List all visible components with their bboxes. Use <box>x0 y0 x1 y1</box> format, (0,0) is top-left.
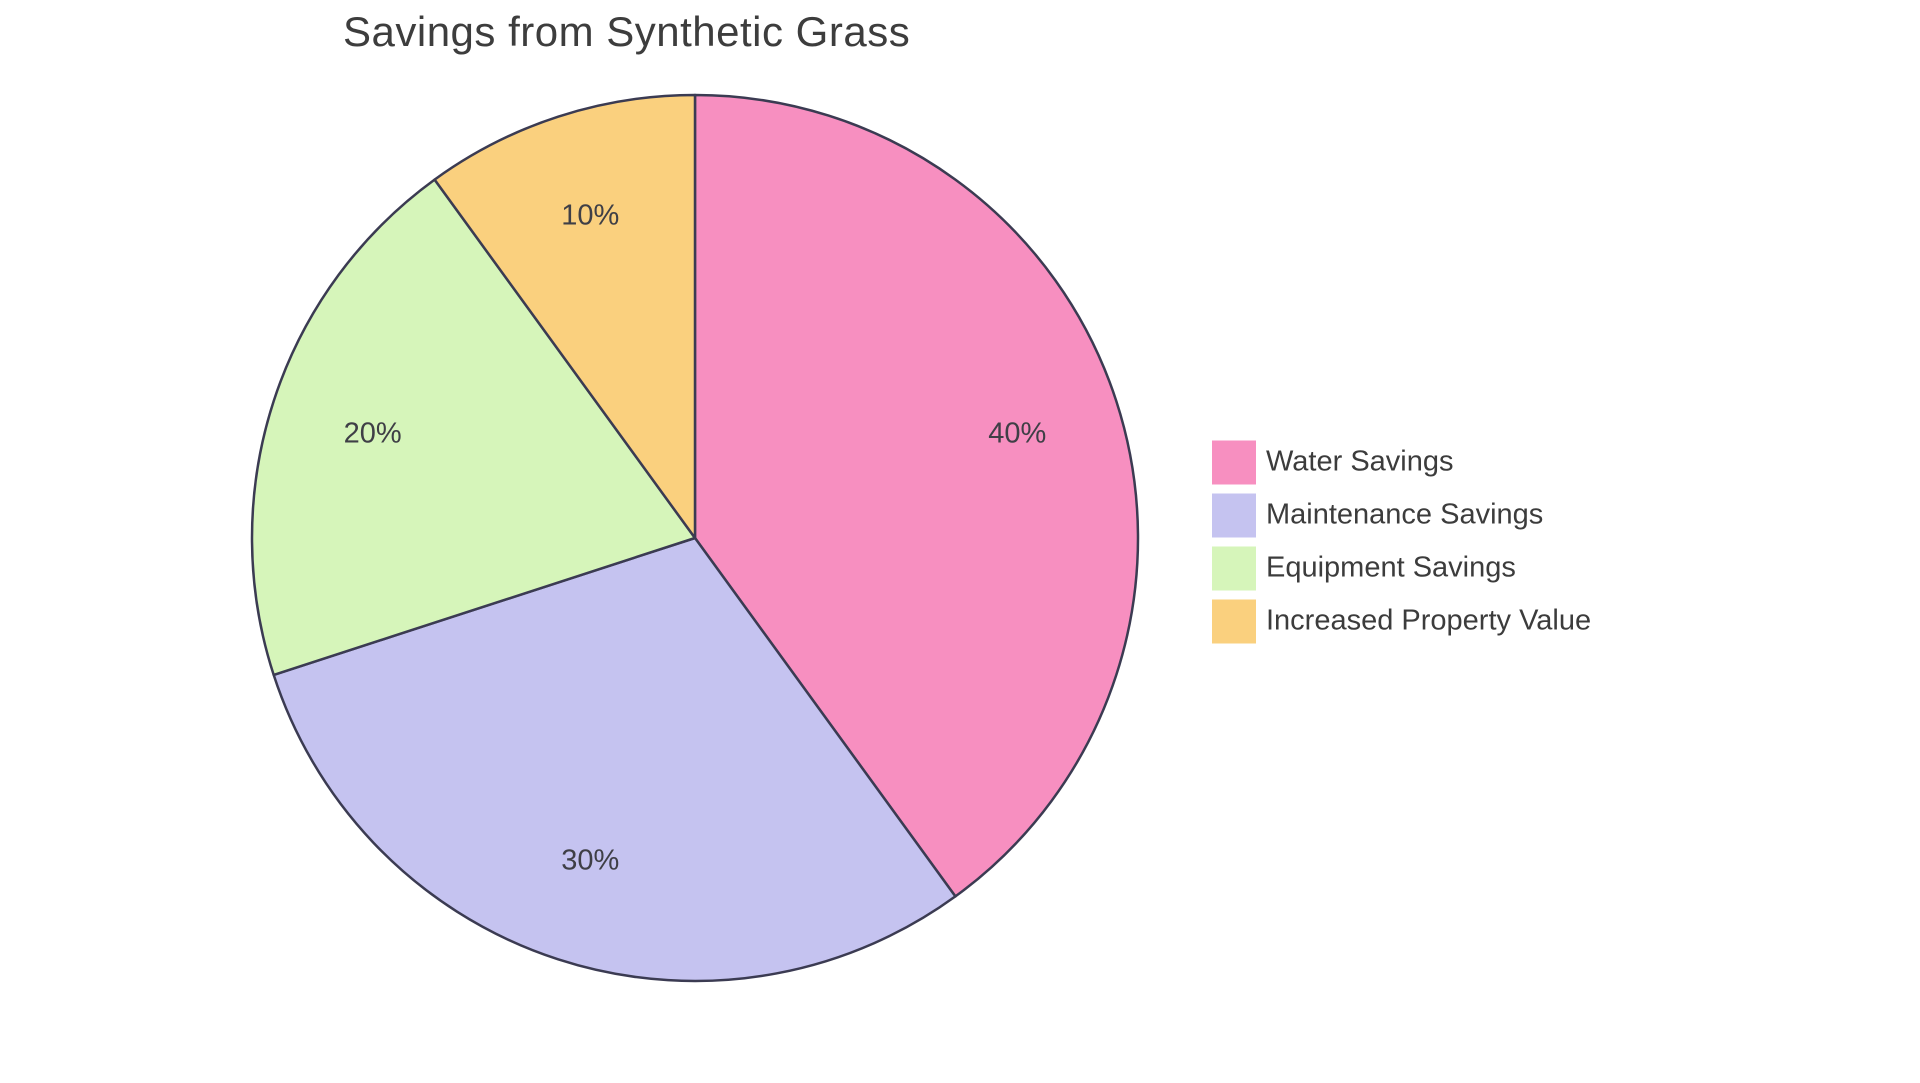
legend: Water Savings Maintenance Savings Equipm… <box>1212 440 1591 643</box>
pie-slice-percent-label: 20% <box>344 417 402 449</box>
pie-slice-percent-label: 10% <box>561 200 619 232</box>
chart-title: Savings from Synthetic Grass <box>343 8 911 55</box>
legend-label-maintenance-savings: Maintenance Savings <box>1266 498 1544 531</box>
legend-item-water-savings[interactable]: Water Savings <box>1212 440 1591 484</box>
legend-swatch-water-savings <box>1212 440 1256 484</box>
legend-item-maintenance-savings[interactable]: Maintenance Savings <box>1212 493 1591 537</box>
legend-item-equipment-savings[interactable]: Equipment Savings <box>1212 546 1591 590</box>
pie-slice-equipment-savings[interactable] <box>250 178 697 677</box>
pie-slice-percent-label: 40% <box>988 417 1046 449</box>
legend-swatch-maintenance-savings <box>1212 493 1256 537</box>
legend-swatch-equipment-savings <box>1212 546 1256 590</box>
pie-slice-increased-property-value[interactable] <box>433 93 697 540</box>
legend-item-increased-property-value[interactable]: Increased Property Value <box>1212 599 1591 643</box>
pie-slice-maintenance-savings[interactable] <box>272 536 957 983</box>
legend-label-increased-property-value: Increased Property Value <box>1266 604 1592 637</box>
pie-slice-water-savings[interactable] <box>693 93 1140 898</box>
legend-label-water-savings: Water Savings <box>1266 445 1454 478</box>
pie-slice-percent-label: 30% <box>561 844 619 876</box>
legend-label-equipment-savings: Equipment Savings <box>1266 551 1516 584</box>
legend-swatch-increased-property-value <box>1212 599 1256 643</box>
